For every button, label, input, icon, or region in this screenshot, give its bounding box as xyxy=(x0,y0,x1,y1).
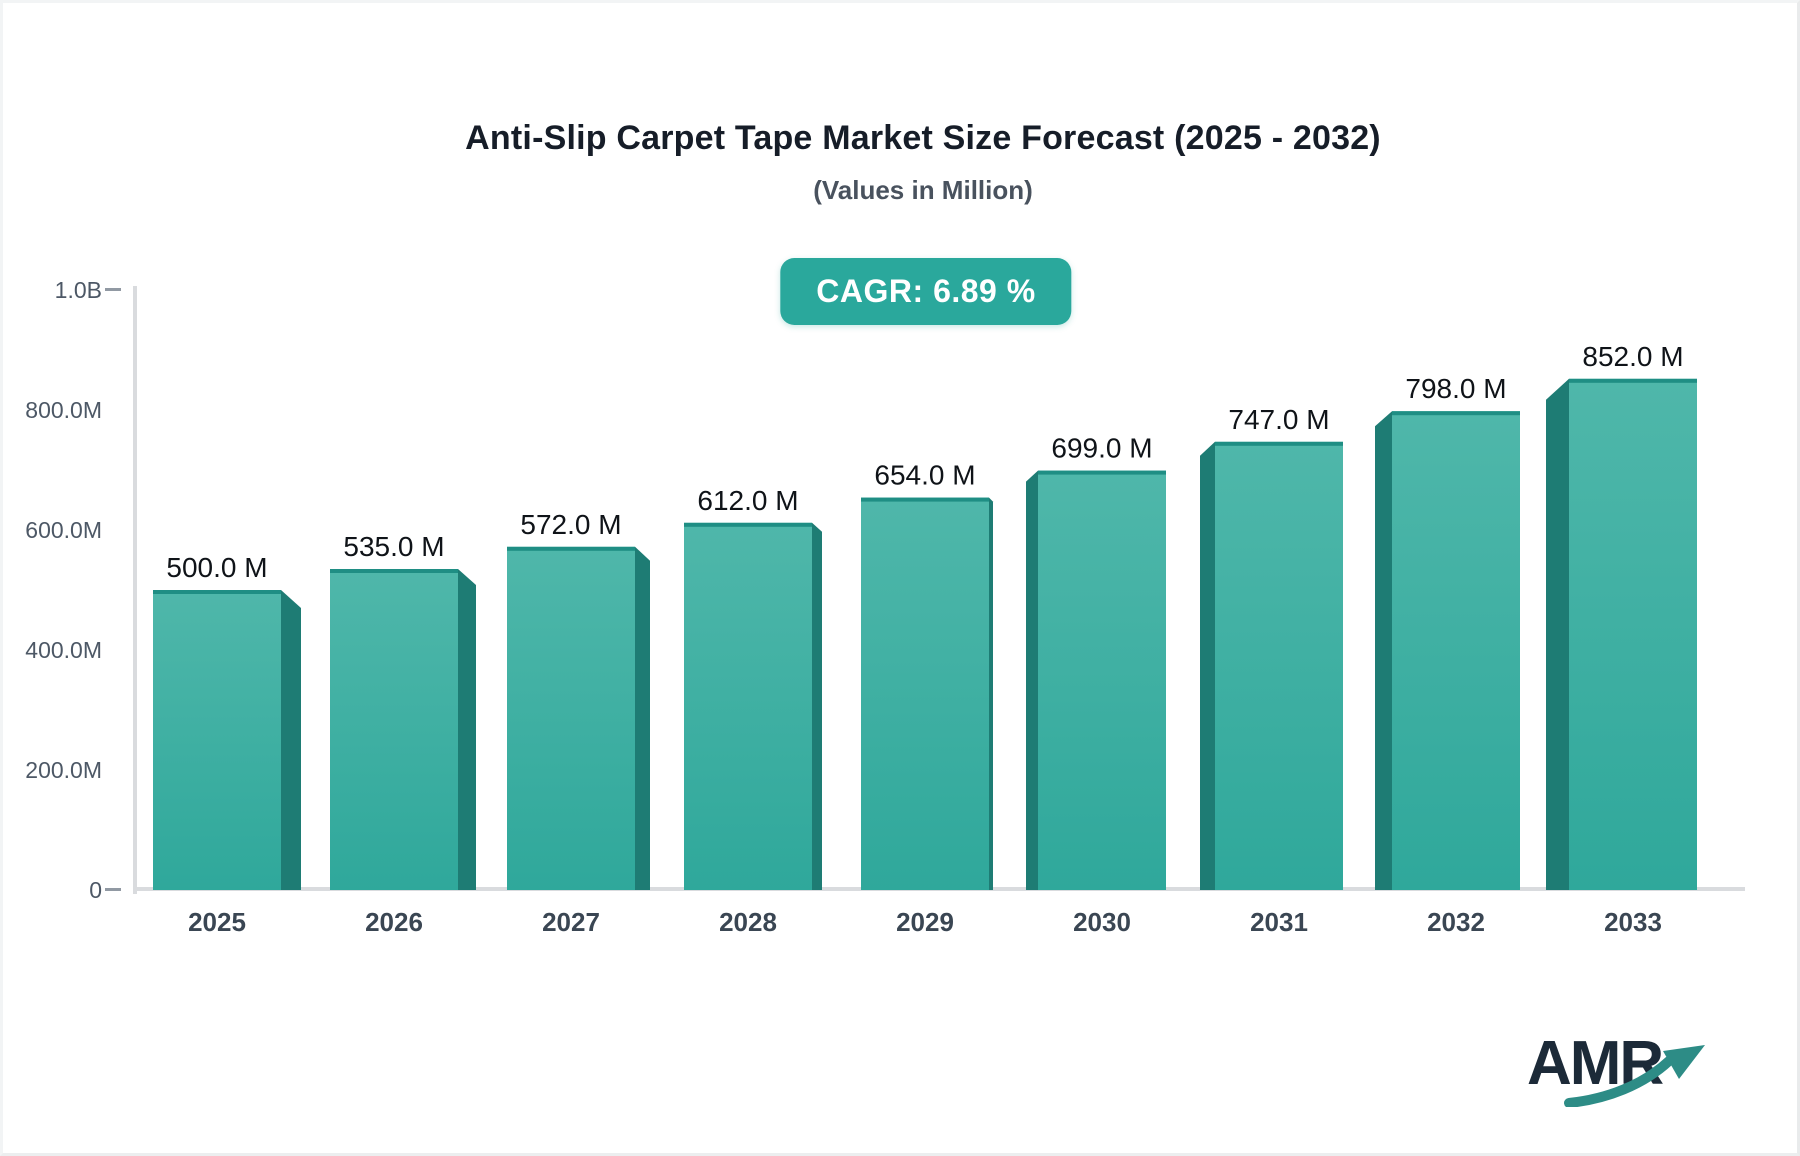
bar-side-face xyxy=(1200,441,1215,890)
bar-face xyxy=(684,522,812,890)
x-axis-label: 2033 xyxy=(1604,907,1662,937)
y-axis-tick xyxy=(105,888,121,891)
x-axis-label: 2025 xyxy=(188,907,246,937)
bar-2033 xyxy=(1546,378,1697,890)
bar-2029 xyxy=(861,497,993,890)
chart-subtitle: (Values in Million) xyxy=(813,175,1033,205)
bar-top-edge xyxy=(1215,441,1343,446)
bar-value-label: 654.0 M xyxy=(874,460,975,491)
bar-side-face xyxy=(1026,470,1038,890)
bar-face xyxy=(1215,441,1343,890)
x-axis-label: 2031 xyxy=(1250,907,1308,937)
bar-2028 xyxy=(684,522,822,890)
bar-side-face xyxy=(989,497,993,890)
bar-side-face xyxy=(1375,411,1392,890)
y-axis-label: 600.0M xyxy=(25,517,102,543)
bar-side-face xyxy=(812,522,822,890)
bar-top-edge xyxy=(330,569,458,573)
bar-2025 xyxy=(153,590,301,890)
x-axis-label: 2029 xyxy=(896,907,954,937)
bar-top-edge xyxy=(1569,378,1697,383)
bar-value-label: 572.0 M xyxy=(520,509,621,540)
bar-face xyxy=(861,497,989,890)
page-title: Anti-Slip Carpet Tape Market Size Foreca… xyxy=(465,119,1381,157)
bar-side-face xyxy=(281,590,301,890)
cagr-badge: CAGR: 6.89 % xyxy=(780,258,1072,325)
x-axis-label: 2026 xyxy=(365,907,423,937)
bar-top-edge xyxy=(861,497,989,502)
bar-value-label: 798.0 M xyxy=(1405,373,1506,404)
bar-side-face xyxy=(458,569,476,890)
bar-value-label: 535.0 M xyxy=(343,531,444,562)
x-axis-label: 2030 xyxy=(1073,907,1131,937)
bar-2030 xyxy=(1026,470,1166,890)
y-axis-label: 400.0M xyxy=(25,637,102,663)
bar-top-edge xyxy=(1392,411,1520,416)
growth-arrow-icon xyxy=(1564,1045,1705,1107)
y-axis-label: 0 xyxy=(89,877,102,903)
bar-2031 xyxy=(1200,441,1343,890)
y-axis-tick xyxy=(105,288,121,291)
y-axis-label: 200.0M xyxy=(25,757,102,783)
y-axis-line xyxy=(133,286,137,894)
x-axis-label: 2027 xyxy=(542,907,600,937)
bar-value-label: 612.0 M xyxy=(697,485,798,516)
bar-face xyxy=(1569,378,1697,890)
bar-face xyxy=(507,546,635,890)
bar-value-label: 500.0 M xyxy=(166,552,267,583)
bar-value-label: 699.0 M xyxy=(1051,433,1152,464)
bar-2032 xyxy=(1375,411,1520,890)
bar-top-edge xyxy=(684,522,812,527)
amr-logo: AMR xyxy=(1527,1033,1712,1108)
bar-top-edge xyxy=(507,546,635,551)
bar-2026 xyxy=(330,569,476,890)
bar-side-face xyxy=(1546,378,1569,890)
x-axis-label: 2028 xyxy=(719,907,777,937)
bar-top-edge xyxy=(1038,470,1166,475)
x-axis-label: 2032 xyxy=(1427,907,1485,937)
bar-face xyxy=(153,590,281,890)
y-axis-label: 800.0M xyxy=(25,397,102,423)
bar-face xyxy=(1392,411,1520,890)
bar-chart: 0 200.0M 400.0M 600.0M 800.0M 1.0B 500.0 M 2025… xyxy=(25,277,1745,937)
bar-face xyxy=(1038,470,1166,890)
bar-face xyxy=(330,569,458,890)
bar-side-face xyxy=(635,546,650,890)
y-axis-label: 1.0B xyxy=(55,277,102,303)
bar-value-label: 747.0 M xyxy=(1228,404,1329,435)
bar-2027 xyxy=(507,546,650,890)
bar-top-edge xyxy=(153,590,281,594)
bar-value-label: 852.0 M xyxy=(1582,341,1683,372)
